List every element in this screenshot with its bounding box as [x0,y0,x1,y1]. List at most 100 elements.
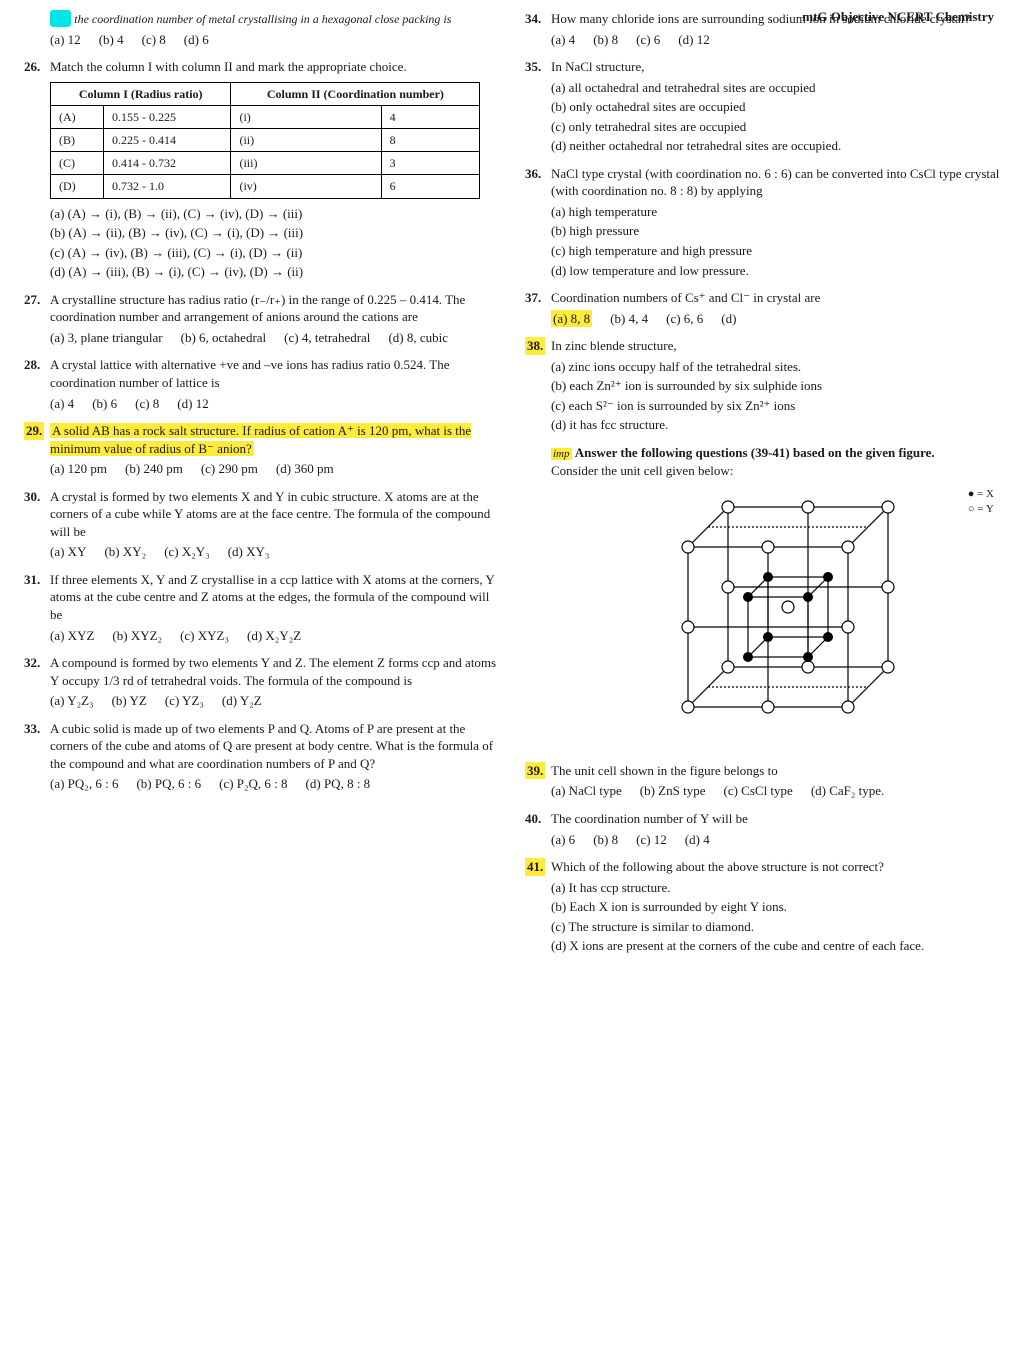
opt-a: (a) NaCl type [551,782,622,800]
opt-c: (c) X₂Y₃ [164,543,210,561]
opt-d: (d) 12 [678,31,709,49]
options: (a) PQ₂, 6 : 6 (b) PQ, 6 : 6 (c) P₂Q, 6 … [50,775,503,793]
opt-b: (b) XY₂ [104,543,146,561]
cube-icon [658,487,898,747]
q-number: 26. [24,58,40,76]
q-number: 35. [525,58,541,76]
opt-a: (a) 12 [50,31,81,49]
opt-a: (a) 120 pm [50,460,107,478]
opt-c: (c) XYZ₃ [180,627,229,645]
opt-a: (a) 6 [551,831,575,849]
options: (a) 3, plane triangular (b) 6, octahedra… [50,329,503,347]
note-line1: Answer the following questions (39-41) b… [575,445,935,460]
opt-c: (c) 8 [142,31,166,49]
opt-b: (b) 6, octahedral [181,329,267,347]
opt-c: (c) 4, tetrahedral [284,329,370,347]
opt-c: (c) 8 [135,395,159,413]
q-text: A crystal lattice with alternative +ve a… [50,356,503,391]
opt-a: (a) 4 [50,395,74,413]
opt-b: (b) PQ, 6 : 6 [136,775,201,793]
options: (a) high temperature (b) high pressure (… [551,203,1004,279]
opt-a: (a) PQ₂, 6 : 6 [50,775,118,793]
q-number: 40. [525,810,541,828]
q-number: 37. [525,289,541,307]
q-text: How many chloride ions are surrounding s… [551,10,1004,28]
legend: ● = X ○ = Y [968,487,994,517]
opt-d: (d) (A) → (iii), (B) → (i), (C) → (iv), … [50,263,503,281]
options: (a) 4 (b) 6 (c) 8 (d) 12 [50,395,503,413]
question-40: 40. The coordination number of Y will be… [551,810,1004,848]
opt-a: (a) Y₂Z₃ [50,692,94,710]
question-32: 32. A compound is formed by two elements… [50,654,503,710]
q-number: 38. [525,337,545,355]
opt-d: (d) [721,310,736,328]
opt-d: (d) 360 pm [276,460,334,478]
match-table: Column I (Radius ratio) Column II (Coord… [50,82,480,199]
left-column: the coordination number of metal crystal… [20,10,503,965]
opt-a: (a) (A) → (i), (B) → (ii), (C) → (iv), (… [50,205,503,223]
q-text: If three elements X, Y and Z crystallise… [50,571,503,624]
note-line2: Consider the unit cell given below: [551,463,733,478]
q-text: A cubic solid is made up of two elements… [50,720,503,773]
opt-d: (d) 12 [177,395,208,413]
opt-a: (a) 4 [551,31,575,49]
note-imp: imp [551,448,572,460]
question-35: 35. In NaCl structure, (a) all octahedra… [551,58,1004,155]
options: (a) XY (b) XY₂ (c) X₂Y₃ (d) XY₃ [50,543,503,561]
q-text: A crystal is formed by two elements X an… [50,488,503,541]
opt-a: (a) all octahedral and tetrahedral sites… [551,79,1004,97]
q-number: 31. [24,571,40,589]
options: (a) Y₂Z₃ (b) YZ (c) YZ₃ (d) Y₂Z [50,692,503,710]
question-37: 37. Coordination numbers of Cs⁺ and Cl⁻ … [551,289,1004,327]
unit-cell-figure: ● = X ○ = Y [551,487,1004,752]
opt-b: (b) ZnS type [640,782,706,800]
opt-d: (d) X ions are present at the corners of… [551,937,1004,955]
opt-d: (d) it has fcc structure. [551,416,1004,434]
question-39: 39. The unit cell shown in the figure be… [551,762,1004,800]
opt-c: (c) 12 [636,831,667,849]
opt-c: (c) YZ₃ [165,692,204,710]
opt-b: (b) each Zn²⁺ ion is surrounded by six s… [551,377,1004,395]
opt-a: (a) It has ccp structure. [551,879,1004,897]
opt-b: (b) XYZ₂ [112,627,162,645]
options: (a) 12 (b) 4 (c) 8 (d) 6 [50,31,503,49]
q-text: the coordination number of metal crystal… [74,12,451,26]
opt-a: (a) 3, plane triangular [50,329,163,347]
question-top: the coordination number of metal crystal… [50,10,503,48]
q-number: 28. [24,356,40,374]
opt-c: (c) each S²⁻ ion is surrounded by six Zn… [551,397,1004,415]
q-text: The unit cell shown in the figure belong… [551,762,1004,780]
question-36: 36. NaCl type crystal (with coordination… [551,165,1004,279]
q-text: The coordination number of Y will be [551,810,1004,828]
opt-d: (d) XY₃ [228,543,270,561]
opt-c: (c) high temperature and high pressure [551,242,1004,260]
q-number: 34. [525,10,541,28]
q-number: 41. [525,858,545,876]
options: (a) NaCl type (b) ZnS type (c) CsCl type… [551,782,1004,800]
opt-b: (b) high pressure [551,222,1004,240]
opt-c: (c) P₂Q, 6 : 8 [219,775,287,793]
opt-c: (c) 290 pm [201,460,258,478]
table-row: (D)0.732 - 1.0(iv)6 [51,175,480,198]
q-number: 29. [24,422,44,440]
opt-d: (d) PQ, 8 : 8 [306,775,371,793]
opt-b: (b) 4 [99,31,124,49]
question-28: 28. A crystal lattice with alternative +… [50,356,503,412]
col1-header: Column I (Radius ratio) [51,82,231,105]
opt-d: (d) neither octahedral nor tetrahedral s… [551,137,1004,155]
opt-a: (a) zinc ions occupy half of the tetrahe… [551,358,1004,376]
options: (a) 120 pm (b) 240 pm (c) 290 pm (d) 360… [50,460,503,478]
opt-b: (b) YZ [112,692,147,710]
q-text: NaCl type crystal (with coordination no.… [551,165,1004,200]
options: (a) It has ccp structure. (b) Each X ion… [551,879,1004,955]
opt-d: (d) 8, cubic [388,329,448,347]
q-text: In NaCl structure, [551,58,1004,76]
opt-b: (b) 8 [593,31,618,49]
table-row: (B)0.225 - 0.414(ii)8 [51,129,480,152]
options: (a) XYZ (b) XYZ₂ (c) XYZ₃ (d) X₂Y₂Z [50,627,503,645]
opt-c: (c) CsCl type [723,782,792,800]
q-text: A solid AB has a rock salt structure. If… [50,422,503,457]
opt-b: (b) only octahedral sites are occupied [551,98,1004,116]
options: (a) 6 (b) 8 (c) 12 (d) 4 [551,831,1004,849]
question-31: 31. If three elements X, Y and Z crystal… [50,571,503,644]
